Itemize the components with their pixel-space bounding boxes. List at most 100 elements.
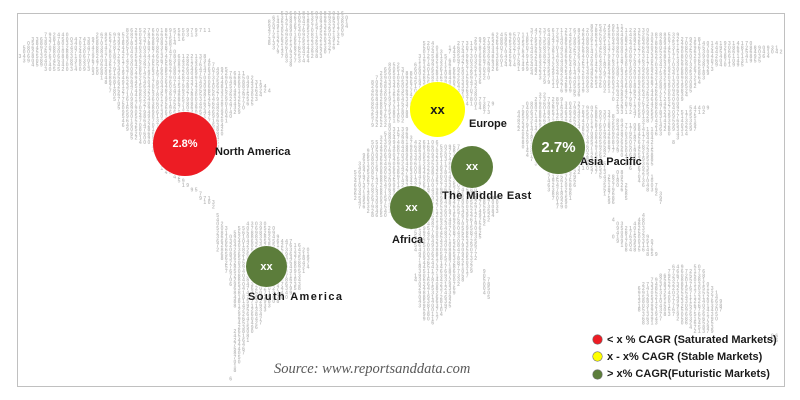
svg-text:5: 5 (178, 179, 181, 185)
svg-text:9: 9 (40, 63, 43, 69)
svg-text:3: 3 (659, 131, 662, 137)
svg-text:3: 3 (298, 58, 301, 64)
svg-text:7: 7 (225, 269, 228, 275)
svg-text:4: 4 (302, 58, 305, 64)
svg-text:6: 6 (182, 37, 185, 43)
svg-text:5: 5 (36, 63, 39, 69)
svg-text:7: 7 (444, 308, 447, 314)
svg-text:2: 2 (384, 123, 387, 129)
svg-text:4: 4 (775, 50, 778, 56)
svg-text:6: 6 (363, 205, 366, 211)
svg-text:5: 5 (573, 93, 576, 99)
svg-text:8: 8 (672, 140, 675, 146)
svg-text:1: 1 (393, 119, 396, 125)
svg-text:9: 9 (655, 252, 658, 258)
svg-text:7: 7 (530, 157, 533, 163)
svg-text:7: 7 (466, 273, 469, 279)
svg-text:9: 9 (522, 67, 525, 73)
svg-text:2: 2 (354, 196, 357, 202)
svg-text:2: 2 (311, 54, 314, 60)
svg-text:8: 8 (625, 248, 628, 254)
svg-text:6: 6 (599, 84, 602, 90)
svg-text:1: 1 (246, 338, 249, 344)
svg-text:0: 0 (427, 316, 430, 322)
svg-text:8: 8 (461, 278, 464, 284)
svg-text:2: 2 (483, 222, 486, 228)
svg-text:4: 4 (638, 179, 641, 185)
svg-text:8: 8 (638, 308, 641, 314)
svg-text:9: 9 (737, 63, 740, 69)
svg-text:3: 3 (651, 187, 654, 193)
svg-text:3: 3 (496, 209, 499, 215)
svg-text:8: 8 (633, 248, 636, 254)
svg-text:7: 7 (651, 119, 654, 125)
svg-text:3: 3 (285, 58, 288, 64)
svg-text:5: 5 (380, 213, 383, 219)
svg-text:2: 2 (694, 84, 697, 90)
svg-text:3: 3 (702, 76, 705, 82)
svg-text:3: 3 (539, 76, 542, 82)
svg-text:6: 6 (642, 183, 645, 189)
svg-text:1: 1 (745, 58, 748, 64)
svg-text:0: 0 (251, 329, 254, 335)
svg-text:9: 9 (341, 33, 344, 39)
svg-text:8: 8 (646, 187, 649, 193)
svg-text:1: 1 (178, 37, 181, 43)
svg-text:7: 7 (436, 316, 439, 322)
svg-text:8: 8 (234, 368, 237, 374)
svg-text:4: 4 (719, 63, 722, 69)
svg-text:8: 8 (646, 252, 649, 258)
svg-text:6: 6 (685, 321, 688, 327)
svg-text:0: 0 (616, 183, 619, 189)
svg-text:1: 1 (225, 119, 228, 125)
svg-text:3: 3 (255, 97, 258, 103)
svg-text:0: 0 (242, 106, 245, 112)
svg-text:9: 9 (371, 123, 374, 129)
svg-text:9: 9 (707, 106, 710, 112)
svg-text:6: 6 (431, 321, 434, 327)
svg-text:4: 4 (173, 174, 176, 180)
svg-text:1: 1 (681, 131, 684, 137)
svg-text:9: 9 (681, 97, 684, 103)
svg-text:2: 2 (367, 209, 370, 215)
svg-text:1: 1 (517, 67, 520, 73)
svg-text:2: 2 (264, 88, 267, 94)
svg-text:4: 4 (689, 325, 692, 331)
svg-text:4: 4 (492, 213, 495, 219)
svg-text:3: 3 (19, 54, 22, 60)
svg-text:2: 2 (380, 123, 383, 129)
svg-text:5: 5 (599, 174, 602, 180)
svg-text:2: 2 (401, 119, 404, 125)
svg-text:0: 0 (612, 97, 615, 103)
svg-text:3: 3 (268, 303, 271, 309)
svg-text:4: 4 (139, 140, 142, 146)
svg-text:5: 5 (479, 235, 482, 241)
svg-text:1: 1 (203, 200, 206, 206)
svg-text:2: 2 (483, 76, 486, 82)
svg-text:7: 7 (659, 200, 662, 206)
svg-text:9: 9 (492, 101, 495, 107)
svg-text:1: 1 (625, 110, 628, 116)
svg-text:2: 2 (780, 50, 783, 56)
svg-text:4: 4 (504, 63, 507, 69)
svg-text:3: 3 (320, 54, 323, 60)
svg-text:5: 5 (758, 58, 761, 64)
svg-text:5: 5 (57, 67, 60, 73)
svg-text:2: 2 (629, 110, 632, 116)
svg-text:1: 1 (208, 28, 211, 34)
svg-text:4: 4 (414, 278, 417, 284)
svg-text:6: 6 (255, 325, 258, 331)
svg-text:6: 6 (573, 183, 576, 189)
svg-text:9: 9 (277, 50, 280, 56)
svg-text:1: 1 (474, 106, 477, 112)
svg-text:6: 6 (621, 187, 624, 193)
svg-text:9: 9 (186, 183, 189, 189)
svg-text:5: 5 (449, 303, 452, 309)
svg-text:0: 0 (221, 131, 224, 137)
svg-text:5: 5 (741, 63, 744, 69)
svg-text:0: 0 (66, 67, 69, 73)
svg-text:3: 3 (676, 136, 679, 142)
svg-text:7: 7 (281, 54, 284, 60)
svg-text:8: 8 (406, 114, 409, 120)
svg-text:1: 1 (651, 321, 654, 327)
